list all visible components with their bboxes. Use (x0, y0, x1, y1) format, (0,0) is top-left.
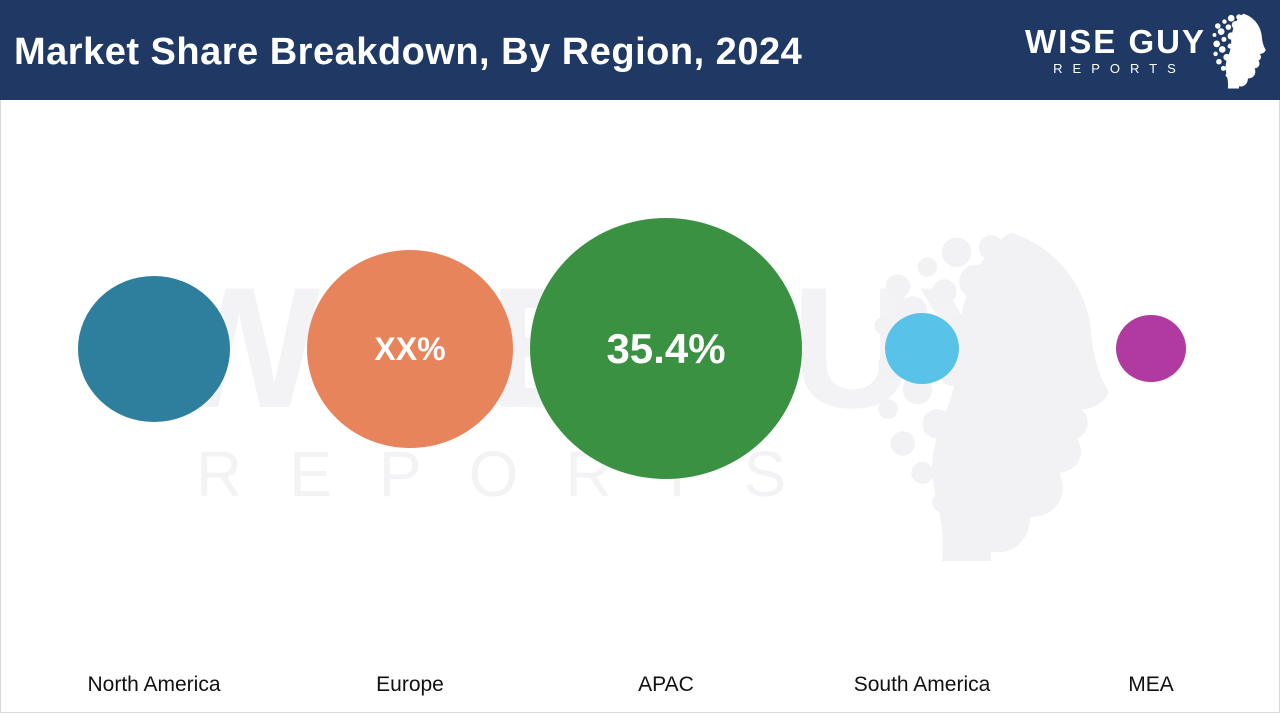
bubble-north-america[interactable] (78, 276, 230, 422)
header-bar: Market Share Breakdown, By Region, 2024 … (0, 0, 1280, 100)
category-label-north-america: North America (87, 673, 221, 696)
logo-subtitle: REPORTS (1053, 61, 1186, 76)
logo-title: WISE GUY (1024, 23, 1206, 60)
bubble-europe[interactable]: XX% (307, 250, 513, 448)
page-title: Market Share Breakdown, By Region, 2024 (14, 31, 803, 74)
category-label-apac: APAC (638, 673, 694, 696)
bubble-south-america[interactable] (885, 313, 959, 384)
logo-text: WISE GUY REPORTS (1025, 25, 1206, 75)
category-label-mea: MEA (1128, 673, 1174, 696)
bubble-mea[interactable] (1116, 315, 1186, 382)
logo-head-icon (1212, 13, 1266, 89)
category-label-europe: Europe (376, 673, 444, 696)
bubble-apac[interactable]: 35.4% (530, 218, 802, 479)
category-label-south-america: South America (853, 673, 991, 696)
bubble-data-label: 35.4% (606, 324, 726, 372)
watermark-head-icon (874, 232, 1109, 562)
wise-guy-logo: WISE GUY REPORTS (1025, 8, 1268, 92)
bubble-data-label: XX% (374, 330, 446, 367)
